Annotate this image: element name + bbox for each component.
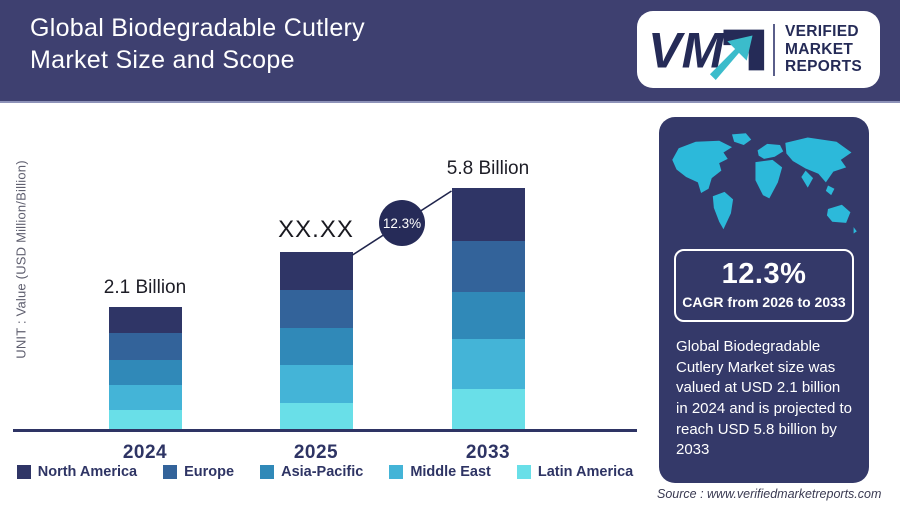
legend-swatch-latin-america [516, 465, 531, 479]
legend-label-asia-pacific: Asia-Pacific [281, 464, 364, 480]
bar-2024-segment-latin-america [108, 410, 182, 429]
chart-legend: North America Europe Asia-Pacific Middle Ea… [13, 464, 637, 480]
source-note: Source : www.verifiedmarketreports.com [657, 487, 882, 501]
bar-value-label-2025: XX.XX [278, 216, 354, 243]
bar-value-label-2033: 5.8 Billion [446, 158, 530, 179]
legend-item-europe: Europe [163, 464, 234, 480]
legend-item-asia-pacific: Asia-Pacific [260, 464, 363, 480]
bar-2025-segment-asia-pacific [279, 328, 353, 365]
x-tick-2025: 2025 [293, 442, 339, 463]
logo-divider [773, 23, 775, 76]
page-title: Global Biodegradable Cutlery Market Size… [30, 13, 365, 76]
legend-item-latin-america: Latin America [516, 464, 634, 480]
bar-2024 [108, 307, 182, 429]
brand-line-verified: VERIFIED [785, 23, 859, 41]
bar-2033-segment-middle-east [451, 339, 525, 389]
bar-2033-segment-north-america [451, 188, 525, 241]
bar-2033 [451, 188, 525, 429]
bar-2025-segment-europe [279, 290, 353, 328]
brand-line-market: MARKET [785, 40, 854, 58]
legend-swatch-asia-pacific [260, 465, 275, 479]
bar-2025-segment-middle-east [279, 365, 353, 403]
sidebar: 12.3% CAGR from 2026 to 2033 Global Biod… [659, 117, 869, 483]
growth-badge [379, 200, 425, 246]
legend-label-middle-east: Middle East [410, 464, 491, 480]
legend-item-north-america: North America [16, 464, 138, 480]
cagr-caption: CAGR from 2026 to 2033 [682, 294, 846, 310]
bar-2024-segment-europe [108, 333, 182, 360]
bar-2024-segment-middle-east [108, 385, 182, 410]
page-title-line1: Global Biodegradable Cutlery [30, 14, 365, 42]
svg-text:VM: VM [649, 21, 725, 78]
world-map-icon [672, 133, 857, 234]
bar-value-label-2024: 2.1 Billion [103, 277, 187, 298]
legend-swatch-north-america [16, 465, 31, 479]
legend-label-north-america: North America [37, 464, 138, 480]
page-title-line2: Market Size and Scope [30, 45, 295, 74]
vmr-logo-mark: VM [649, 21, 765, 80]
x-tick-2033: 2033 [465, 442, 511, 463]
legend-swatch-middle-east [389, 465, 404, 479]
vmr-logo: VM VERIFIED MARKET REPORTS [637, 11, 880, 88]
bar-2024-segment-north-america [108, 307, 182, 333]
bar-2033-segment-latin-america [451, 389, 525, 429]
arrow-up-right-icon [709, 34, 753, 80]
chart-plot: 2.1 Billion 2024 XX.XX 2025 5.8 Billion 2033 1… [13, 110, 637, 463]
legend-label-europe: Europe [184, 464, 235, 480]
bar-2024-segment-asia-pacific [108, 360, 182, 385]
bar-2033-segment-europe [451, 241, 525, 292]
cagr-box: 12.3% CAGR from 2026 to 2033 [674, 249, 854, 322]
legend-label-latin-america: Latin America [537, 464, 634, 480]
legend-item-middle-east: Middle East [389, 464, 491, 480]
bar-2025-segment-north-america [279, 252, 353, 290]
x-tick-2024: 2024 [122, 442, 168, 463]
growth-connector-line [352, 190, 452, 256]
brand-name: VERIFIED MARKET REPORTS [785, 23, 862, 76]
bar-2025 [279, 252, 353, 429]
market-summary: Global Biodegradable Cutlery Market size… [676, 338, 852, 459]
bar-2025-segment-latin-america [279, 403, 353, 429]
brand-line-reports: REPORTS [785, 58, 863, 76]
header: Global Biodegradable Cutlery Market Size… [0, 0, 900, 103]
legend-swatch-europe [163, 465, 178, 479]
growth-badge-label: 12.3% [383, 216, 421, 231]
bar-2033-segment-asia-pacific [451, 292, 525, 339]
cagr-value: 12.3% [721, 258, 807, 290]
